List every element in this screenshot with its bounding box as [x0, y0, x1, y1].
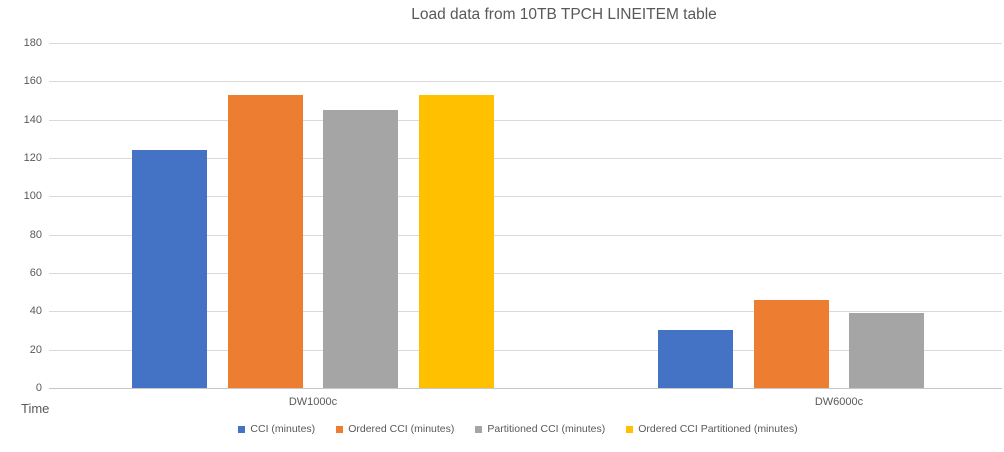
legend-label: Ordered CCI Partitioned (minutes): [638, 423, 798, 435]
y-axis-tick-label: 0: [35, 382, 42, 394]
y-axis-tick-label: 20: [29, 344, 42, 356]
legend-label: CCI (minutes): [250, 423, 316, 435]
y-axis-tick-label: 120: [23, 152, 42, 164]
legend-item: Ordered CCI Partitioned (minutes): [626, 423, 798, 435]
category-label: DW6000c: [814, 396, 864, 408]
gridline: [49, 235, 1002, 236]
gridline: [49, 158, 1002, 159]
gridline: [49, 120, 1002, 121]
bar: [754, 300, 829, 388]
legend-item: Ordered CCI (minutes): [336, 423, 454, 435]
bar: [658, 330, 733, 388]
legend-item: CCI (minutes): [238, 423, 315, 435]
chart-title: Load data from 10TB TPCH LINEITEM table: [411, 6, 717, 23]
y-axis-tick-label: 140: [23, 114, 42, 126]
legend-label: Ordered CCI (minutes): [348, 423, 455, 435]
legend: CCI (minutes) Ordered CCI (minutes) Partit…: [0, 423, 1004, 435]
bar: [228, 95, 303, 388]
y-axis-tick-label: 80: [29, 229, 42, 241]
gridline: [49, 311, 1002, 312]
gridline: [49, 81, 1002, 82]
y-axis-tick-label: 180: [23, 37, 42, 49]
gridline: [49, 273, 1002, 274]
gridline: [49, 43, 1002, 44]
legend-label: Partitioned CCI (minutes): [487, 423, 606, 435]
y-axis-tick-label: 60: [29, 267, 42, 279]
x-axis-line: [49, 388, 1002, 389]
category-label: DW1000c: [288, 396, 338, 408]
bar: [132, 150, 207, 388]
legend-marker-icon: [336, 425, 344, 433]
legend-marker-icon: [475, 425, 483, 433]
gridline: [49, 196, 1002, 197]
legend-marker-icon: [626, 425, 634, 433]
bar: [323, 110, 398, 388]
y-axis-tick-label: 40: [29, 305, 42, 317]
time-axis-title: Time: [21, 401, 50, 416]
bar: [849, 313, 924, 388]
legend-marker-icon: [238, 425, 246, 433]
bar: [419, 95, 494, 388]
gridline: [49, 350, 1002, 351]
legend-item: Partitioned CCI (minutes): [475, 423, 605, 435]
y-axis-tick-label: 160: [23, 75, 42, 87]
y-axis-tick-label: 100: [23, 190, 42, 202]
